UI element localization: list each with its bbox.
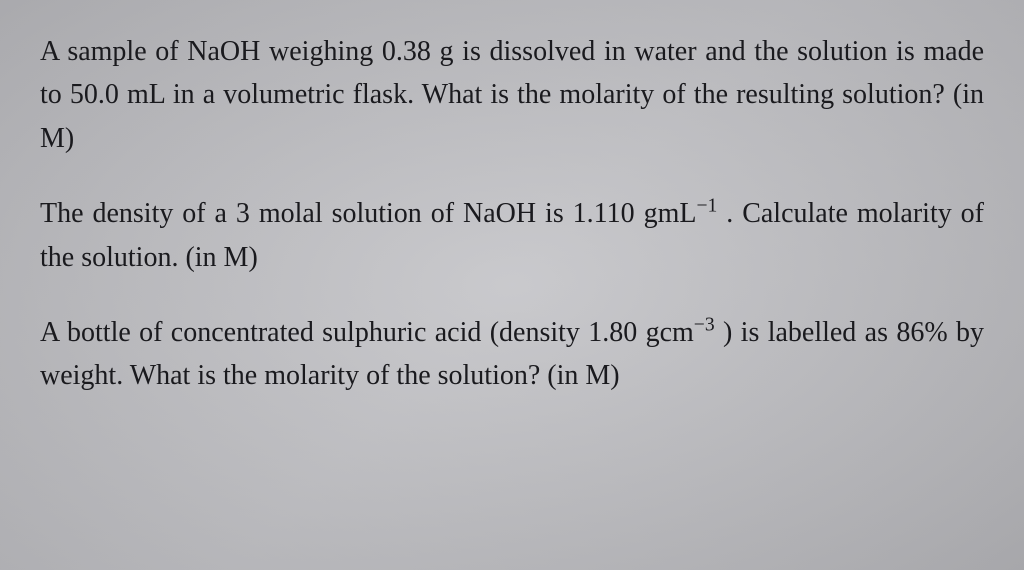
problem-2-text: The density of a 3 molal solution of NaO…: [40, 192, 984, 279]
problem-3-text: A bottle of concentrated sulphuric acid …: [40, 311, 984, 398]
problem-2-exponent: −1: [696, 196, 717, 217]
problem-2: The density of a 3 molal solution of NaO…: [40, 192, 984, 279]
problem-1-text: A sample of NaOH weighing 0.38 g is diss…: [40, 30, 984, 160]
problem-1: A sample of NaOH weighing 0.38 g is diss…: [40, 30, 984, 160]
problem-3-prefix: A bottle of concentrated sulphuric acid …: [40, 317, 694, 348]
problem-3: A bottle of concentrated sulphuric acid …: [40, 311, 984, 398]
problem-2-prefix: The density of a 3 molal solution of NaO…: [40, 198, 696, 229]
problem-3-exponent: −3: [694, 315, 715, 336]
